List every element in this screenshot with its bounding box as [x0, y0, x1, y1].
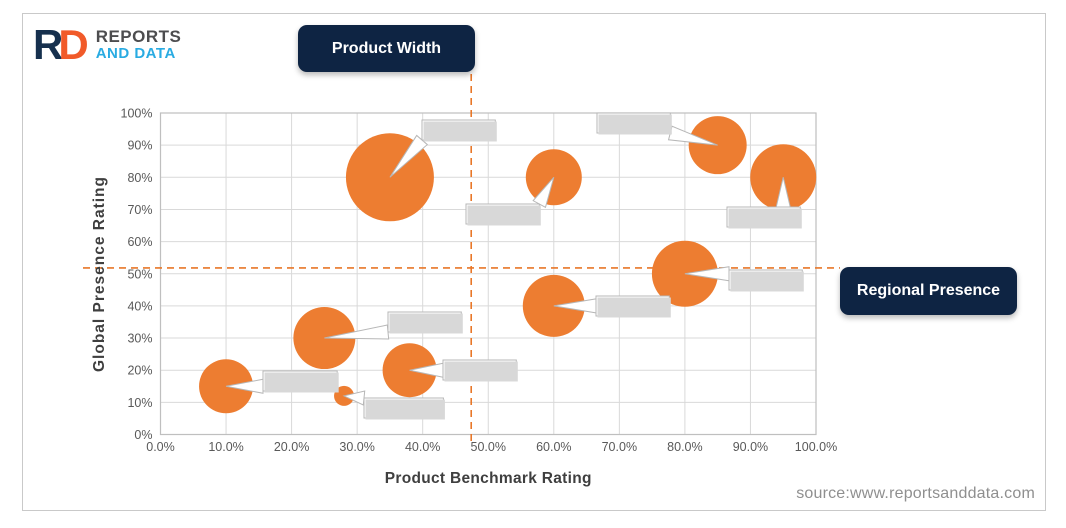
- callout-shadow: [365, 399, 445, 420]
- callout-shadow: [598, 114, 672, 135]
- callout-company-4: Company 4: [262, 370, 339, 393]
- reports-and-data-logo: R D REPORTS AND DATA: [33, 21, 182, 68]
- callout-shadow: [389, 313, 463, 334]
- logo-wordmark: REPORTS AND DATA: [96, 28, 182, 62]
- axes: 0.0% 10.0% 20.0% 30.0% 40.0% 50.0% 60.0% 70.0% 8…: [91, 107, 837, 488]
- callout-company-3: Company 3: [596, 112, 672, 135]
- callout-shadow: [264, 372, 339, 393]
- logo-line-and-data: AND DATA: [95, 45, 176, 63]
- y-tick-label: 40%: [127, 299, 152, 313]
- callout-company-9: Company 9: [387, 311, 463, 334]
- callout-shadow: [423, 121, 497, 142]
- y-tick-label: 0%: [134, 428, 152, 442]
- callout-company-6: Company 6: [595, 295, 671, 318]
- y-tick-label: 20%: [127, 364, 152, 378]
- x-tick-label: 50.0%: [471, 440, 506, 454]
- x-tick-label: 60.0%: [536, 440, 571, 454]
- x-tick-label: 40.0%: [405, 440, 440, 454]
- y-tick-label: 100%: [121, 107, 153, 121]
- callout-company-7: Company 7: [442, 359, 518, 382]
- x-tick-label: 10.0%: [208, 440, 243, 454]
- x-axis-title: Product Benchmark Rating: [385, 470, 592, 487]
- x-tick-label: 20.0%: [274, 440, 309, 454]
- callout-company-2: Company 2: [728, 269, 804, 292]
- logo-letter-r: R: [33, 21, 63, 68]
- plot-border: [159, 112, 817, 436]
- callout-shadow: [597, 297, 671, 318]
- y-tick-label: 50%: [127, 267, 152, 281]
- callout-company-1: Company 1: [421, 119, 497, 142]
- y-tick-label: 30%: [127, 332, 152, 346]
- callout-shadow: [467, 205, 541, 226]
- source-attribution: source:www.reportsanddata.com: [796, 485, 1035, 502]
- page-frame: [22, 13, 1046, 511]
- x-tick-label: 70.0%: [602, 440, 637, 454]
- y-tick-label: 90%: [127, 139, 152, 153]
- y-tick-label: 80%: [127, 171, 152, 185]
- x-tick-label: 90.0%: [733, 440, 768, 454]
- callout-company-10: Company 10: [363, 397, 445, 420]
- callout-shadow: [728, 208, 802, 229]
- x-tick-label: 100.0%: [795, 440, 837, 454]
- x-tick-label: 0.0%: [146, 440, 175, 454]
- regional-presence-badge: Regional Presence: [840, 267, 1017, 315]
- x-tick-label: 30.0%: [339, 440, 374, 454]
- callout-labels: Company 1 Company 2 Company 3 Company 4 Comp…: [262, 112, 804, 420]
- logo-mark-icon: R D: [33, 21, 89, 68]
- y-tick-label: 70%: [127, 203, 152, 217]
- y-tick-label: 10%: [127, 396, 152, 410]
- callout-leaders: [225, 125, 791, 406]
- callout-shadow: [444, 361, 518, 382]
- callout-company-8: Company 8: [465, 203, 541, 226]
- callout-company-5: Company 5: [726, 206, 802, 229]
- y-axis-title: Global Presence Rating: [91, 176, 108, 372]
- x-tick-label: 80.0%: [667, 440, 702, 454]
- logo-letter-d: D: [58, 21, 89, 68]
- y-tick-label: 60%: [127, 235, 152, 249]
- logo-line-reports: REPORTS: [95, 27, 182, 47]
- callout-shadow: [730, 271, 804, 292]
- product-width-badge: Product Width: [298, 25, 475, 72]
